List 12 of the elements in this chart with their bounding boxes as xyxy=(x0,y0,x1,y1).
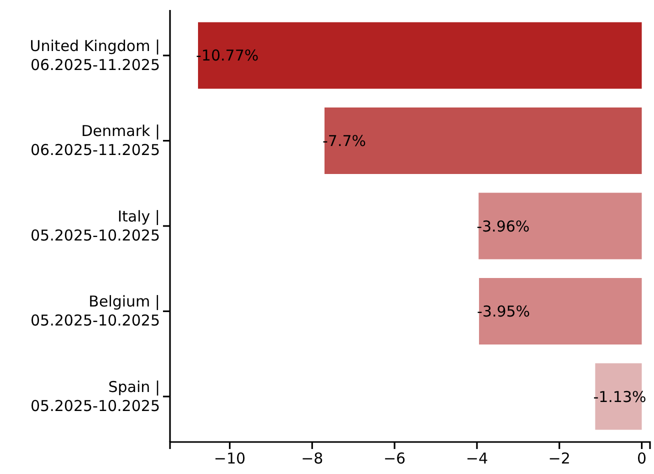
x-tick-label: −2 xyxy=(548,450,570,468)
x-tick-label: −10 xyxy=(214,450,246,468)
x-tick-label: −6 xyxy=(383,450,406,468)
y-tick-label: United Kingdom | 06.2025-11.2025 xyxy=(30,36,160,74)
y-tick-label: Spain | 05.2025-10.2025 xyxy=(30,378,160,415)
y-tick-label: Italy | 05.2025-10.2025 xyxy=(30,207,160,244)
x-tick-label: 0 xyxy=(636,450,647,468)
y-tick-label: Denmark | 06.2025-11.2025 xyxy=(30,122,160,160)
x-tick-label: −4 xyxy=(466,450,488,468)
y-tick-label: Belgium | 05.2025-10.2025 xyxy=(30,292,160,330)
data-label: -1.13% xyxy=(593,388,646,406)
x-tick-label: −8 xyxy=(301,450,324,468)
